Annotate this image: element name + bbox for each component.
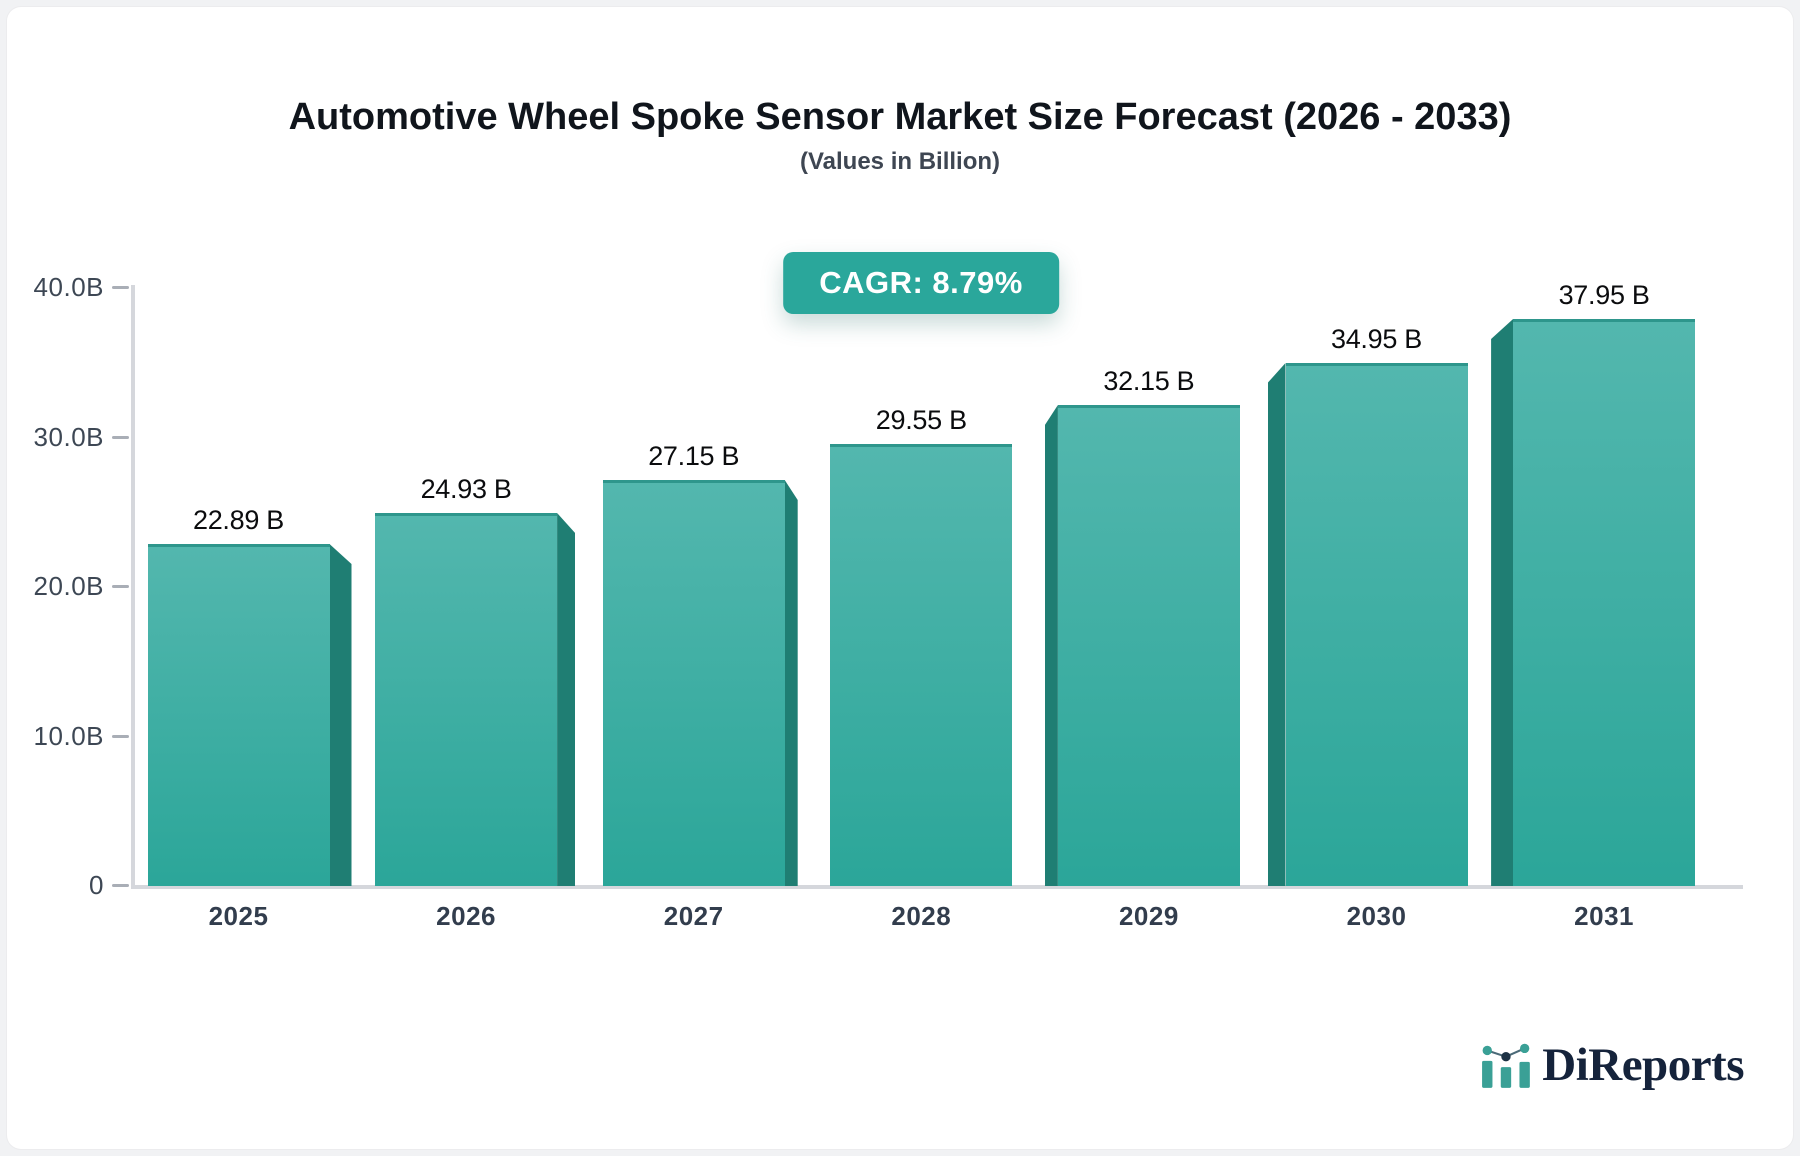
bar-value-label: 34.95 B bbox=[1331, 324, 1422, 354]
bar bbox=[602, 480, 785, 886]
x-category-label: 2025 bbox=[208, 901, 269, 931]
direports-logo-text: DiReports bbox=[1542, 1039, 1744, 1091]
y-tick-mark bbox=[112, 734, 129, 738]
bar-side-face bbox=[329, 544, 352, 886]
bar-side-face bbox=[1044, 405, 1058, 886]
bar-value-label: 24.93 B bbox=[420, 474, 512, 504]
bar-side-face bbox=[784, 480, 798, 886]
y-tick-label: 20.0B bbox=[33, 571, 104, 601]
bar-value-label: 37.95 B bbox=[1558, 280, 1650, 310]
y-tick-label: 40.0B bbox=[33, 272, 104, 302]
cagr-badge: CAGR: 8.79% bbox=[783, 252, 1059, 314]
bar-side-face bbox=[557, 513, 576, 886]
x-category-label: 2029 bbox=[1118, 901, 1179, 931]
y-axis-line bbox=[131, 285, 135, 889]
direports-logo: DiReports bbox=[1480, 1038, 1744, 1092]
bar bbox=[830, 444, 1013, 886]
x-category-label: 2031 bbox=[1574, 901, 1635, 931]
x-axis-line bbox=[131, 885, 1743, 889]
y-tick-mark bbox=[112, 585, 129, 588]
bar bbox=[375, 513, 558, 886]
x-category-label: 2026 bbox=[436, 901, 497, 931]
x-category-label: 2028 bbox=[891, 901, 952, 931]
bar bbox=[1513, 319, 1696, 886]
bar bbox=[147, 544, 330, 886]
bar-value-label: 22.89 B bbox=[193, 505, 284, 535]
x-category-label: 2027 bbox=[663, 901, 724, 931]
bar-value-label: 29.55 B bbox=[875, 405, 967, 435]
bar-value-label: 32.15 B bbox=[1103, 366, 1195, 396]
chart-subtitle: (Values in Billion) bbox=[799, 148, 1001, 175]
bar-chart-logo-icon bbox=[1482, 1043, 1531, 1088]
y-tick-mark bbox=[112, 286, 129, 289]
y-tick-label: 10.0B bbox=[33, 720, 104, 751]
x-category-label: 2030 bbox=[1346, 901, 1407, 931]
y-tick-label: 30.0B bbox=[33, 421, 104, 452]
bar-side-face bbox=[1491, 319, 1514, 886]
bar bbox=[1285, 363, 1468, 886]
y-tick-label: 0 bbox=[89, 870, 104, 900]
bar-side-face bbox=[1267, 363, 1286, 886]
bar bbox=[1057, 405, 1240, 886]
y-tick-mark bbox=[112, 435, 129, 439]
chart-title: Automotive Wheel Spoke Sensor Market Siz… bbox=[288, 96, 1512, 138]
bar-value-label: 27.15 B bbox=[648, 441, 740, 471]
y-tick-mark bbox=[112, 884, 129, 887]
cagr-badge-label: CAGR: 8.79% bbox=[819, 265, 1023, 300]
